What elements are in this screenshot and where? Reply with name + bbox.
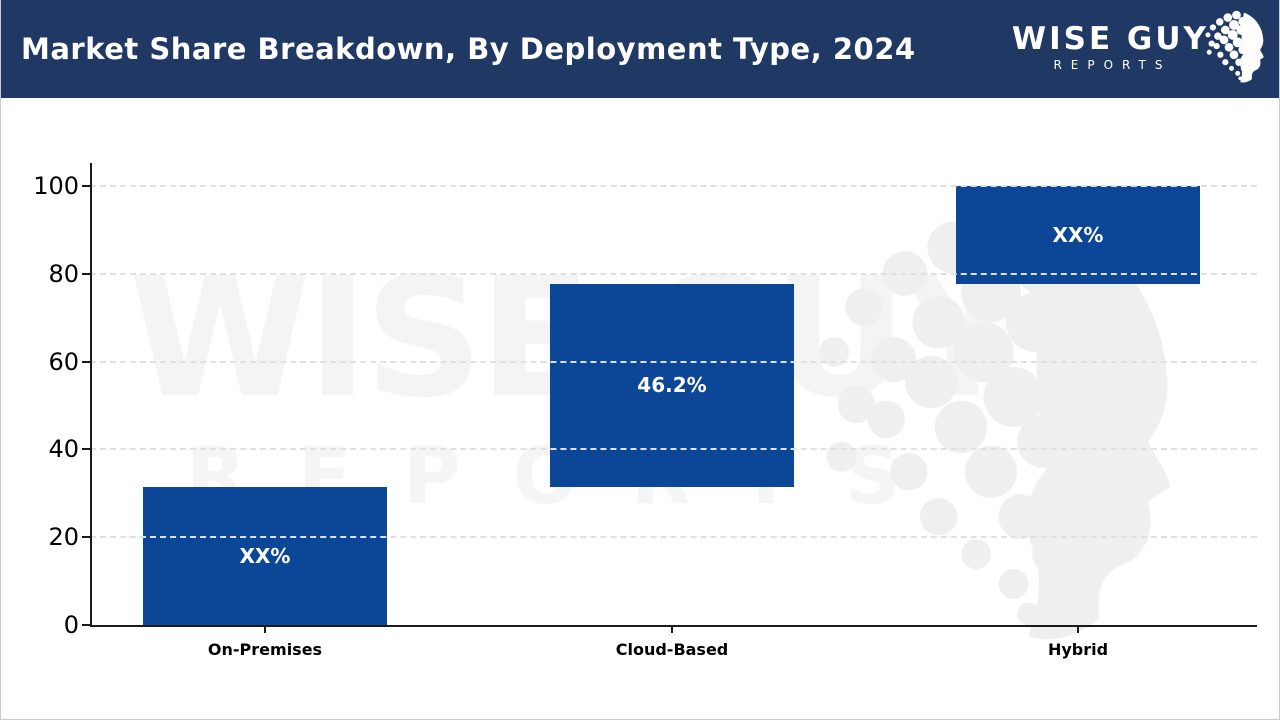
y-tick-label: 100 [33, 172, 79, 200]
category-label: Cloud-Based [615, 640, 729, 659]
bar-on-premises [143, 486, 387, 625]
x-tick-mark [671, 625, 673, 633]
x-tick-mark [264, 625, 266, 633]
bar-cloud-based [550, 283, 794, 487]
logo-wordmark: WISE GUY [1011, 20, 1209, 57]
chart-title: Market Share Breakdown, By Deployment Ty… [21, 32, 916, 66]
y-tick-mark [82, 536, 90, 539]
category-label: On-Premises [207, 640, 323, 659]
x-tick-mark [1077, 625, 1079, 633]
gridline [90, 185, 1257, 187]
brand-logo: WISE GUY REPORTS [1012, 10, 1265, 84]
bar-value-label: XX% [1052, 222, 1104, 247]
x-axis-line [90, 625, 1257, 627]
gridline [90, 448, 1257, 451]
header-banner: Market Share Breakdown, By Deployment Ty… [1, 0, 1279, 98]
bar-value-label: 46.2% [637, 373, 707, 398]
y-tick-mark [82, 272, 90, 275]
y-tick-label: 40 [48, 435, 79, 464]
gridline [90, 360, 1257, 363]
y-tick-label: 0 [63, 611, 79, 639]
logo-subtitle: REPORTS [1053, 58, 1172, 73]
y-tick-mark [82, 448, 90, 451]
y-axis-line [90, 163, 92, 627]
y-tick-label: 20 [48, 523, 79, 552]
bar-hybrid [956, 186, 1200, 284]
dotted-face-icon [1205, 10, 1264, 83]
y-tick-label: 60 [48, 347, 79, 376]
bar-value-label: XX% [239, 543, 291, 568]
category-label: Hybrid [1047, 640, 1109, 659]
gridline [90, 536, 1257, 539]
y-tick-mark [82, 360, 90, 363]
y-tick-mark [82, 624, 90, 626]
y-tick-mark [82, 185, 90, 187]
y-tick-label: 80 [48, 259, 79, 288]
gridline [90, 272, 1257, 275]
